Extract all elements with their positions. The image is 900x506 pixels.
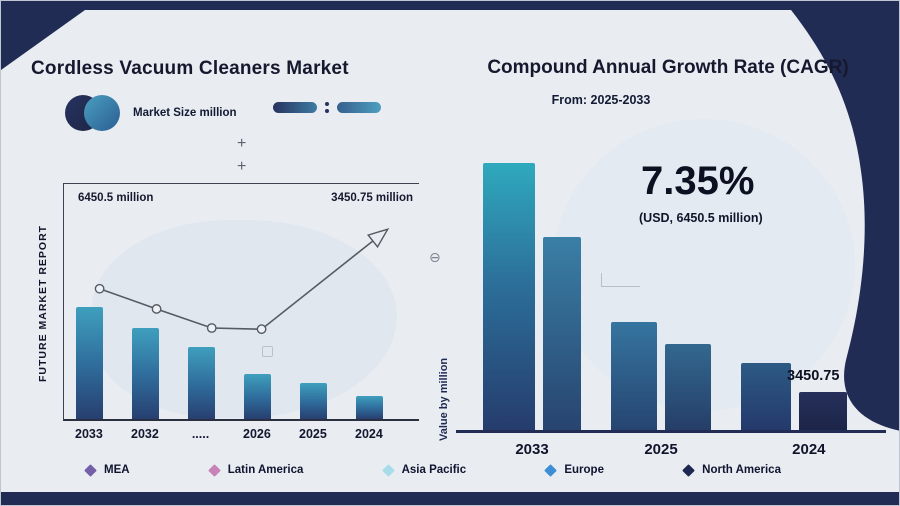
x-label-2033: 2033 <box>75 427 103 441</box>
legend-item-mea: MEA <box>84 463 130 477</box>
market-size-legend: Market Size million <box>65 95 237 131</box>
colon-dots <box>325 102 329 106</box>
market-bar-..... <box>188 347 215 419</box>
right-y-axis-label: Value by million <box>438 357 450 441</box>
market-bars <box>76 184 383 419</box>
diamond-icon <box>381 463 395 477</box>
legend-label: Europe <box>564 464 604 476</box>
trend-line-arrow <box>94 227 390 335</box>
trend-marker <box>151 304 162 314</box>
x-axis-line <box>456 430 886 433</box>
pill-decoration <box>273 102 381 113</box>
trend-path <box>99 229 387 331</box>
market-bar-2026 <box>244 374 271 419</box>
trend-marker <box>94 283 105 294</box>
x-label-2033: 2033 <box>515 441 549 458</box>
square-decoration <box>262 346 273 357</box>
top-border-bar <box>1 1 899 10</box>
x-label-2024: 2024 <box>355 427 383 441</box>
x-label-2025: 2025 <box>644 441 678 458</box>
x-label-2025: 2025 <box>299 427 327 441</box>
market-title: Cordless Vacuum Cleaners Market <box>31 58 349 79</box>
cagr-bar-2025-secondary <box>665 344 711 431</box>
cagr-bar-group-2033: 2033 <box>483 163 581 458</box>
market-chart-area: 6450.5 million 3450.75 million <box>63 183 419 421</box>
endpoint-value-right: 3450.75 million <box>331 192 413 204</box>
circle-minus-icon: ⊖ <box>429 249 441 265</box>
x-label-2026: 2026 <box>243 427 271 441</box>
market-x-axis-labels: 2033 2032..... 2026 2025 2024 <box>75 427 383 441</box>
cagr-bar-2024-secondary <box>799 392 847 431</box>
plus-icon: + <box>237 158 247 175</box>
legend-item-latin-america: Latin America <box>207 463 304 477</box>
market-bar-2033 <box>76 307 103 419</box>
trend-marker <box>256 324 267 335</box>
trend-marker <box>206 323 217 333</box>
cagr-bar-group-2025: 2025 <box>611 322 711 458</box>
legend-label: Asia Pacific <box>401 464 467 476</box>
x-label-.....: ..... <box>191 427 210 441</box>
x-label-2032: 2032 <box>131 427 159 441</box>
cagr-bar-2024-primary <box>741 363 791 431</box>
cagr-title: Compound Annual Growth Rate (CAGR) <box>487 57 849 78</box>
x-label-2024: 2024 <box>792 441 826 458</box>
diamond-icon <box>84 463 97 477</box>
bracket-decoration <box>601 273 640 287</box>
cagr-period: From: 2025-2033 <box>551 93 651 107</box>
pill-right <box>337 102 381 113</box>
bottom-border-bar <box>1 492 899 505</box>
diamond-icon <box>544 463 558 477</box>
legend-label: Latin America <box>227 464 304 476</box>
plus-icon: + <box>237 135 247 152</box>
cagr-bar-2033-primary <box>483 163 535 431</box>
market-bar-2032 <box>132 328 159 419</box>
legend-item-europe: Europe <box>544 463 604 477</box>
legend-item-north-america: North America <box>682 463 781 477</box>
endpoint-value-left: 6450.5 million <box>78 192 154 204</box>
cylinder-icon <box>65 95 121 131</box>
cagr-value: 7.35% <box>641 159 755 203</box>
market-bar-2025 <box>300 383 327 419</box>
cagr-bar-2033-secondary <box>543 237 581 431</box>
pill-left <box>273 102 317 113</box>
market-bar-2024 <box>356 396 383 419</box>
arrow-head-icon <box>367 227 390 249</box>
cagr-bar-2025-primary <box>611 322 657 431</box>
region-legend: MEA Latin America Asia Pacific Europe North … <box>84 463 781 477</box>
diamond-icon <box>682 463 696 477</box>
market-size-label: Market Size million <box>133 107 237 119</box>
legend-label: MEA <box>104 464 130 476</box>
left-y-axis-label: FUTURE MARKET REPORT <box>37 224 49 382</box>
diamond-icon <box>207 463 221 477</box>
cagr-detail: (USD, 6450.5 million) <box>639 211 763 225</box>
legend-label: North America <box>702 464 781 476</box>
legend-item-asia-pacific: Asia Pacific <box>381 463 467 477</box>
value-annotation: 3450.75 <box>787 368 840 384</box>
